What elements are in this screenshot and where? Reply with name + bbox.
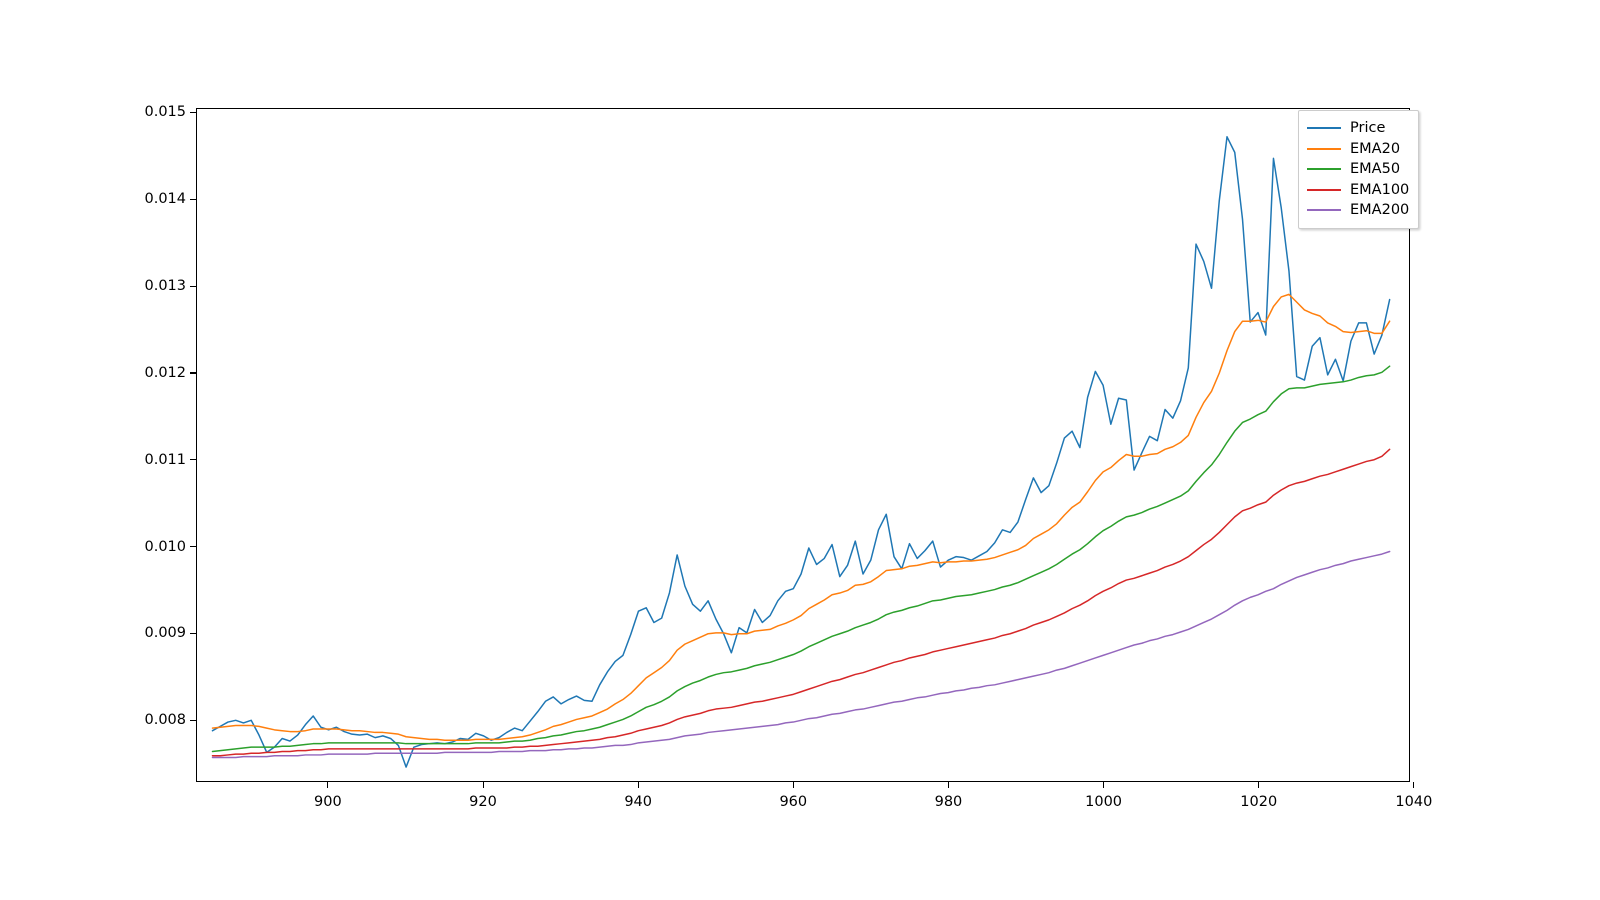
legend-label: Price <box>1350 120 1386 136</box>
x-tick-mark <box>1413 782 1415 788</box>
x-tick-label: 900 <box>314 794 342 810</box>
legend-color-swatch <box>1307 168 1341 171</box>
legend-entry[interactable]: EMA100 <box>1307 180 1409 201</box>
x-tick-label: 940 <box>624 794 652 810</box>
x-tick-label: 920 <box>469 794 497 810</box>
x-tick-label: 1000 <box>1085 794 1123 810</box>
x-tick-mark <box>1258 782 1260 788</box>
y-tick-label: 0.010 <box>144 538 186 555</box>
y-tick-label: 0.008 <box>144 712 186 729</box>
plot-area <box>196 108 1410 782</box>
series-line-ema100 <box>211 448 1391 757</box>
y-tick-label: 0.009 <box>144 625 186 642</box>
x-tick-mark <box>1103 782 1105 788</box>
legend-color-swatch <box>1307 188 1341 191</box>
legend-entry[interactable]: Price <box>1307 118 1409 139</box>
legend-color-swatch <box>1307 147 1341 150</box>
x-tick-label: 960 <box>779 794 808 810</box>
x-tick-mark <box>482 782 484 788</box>
legend-color-swatch <box>1307 209 1341 212</box>
legend-label: EMA200 <box>1350 202 1410 218</box>
legend-color-swatch <box>1307 127 1341 130</box>
y-tick-label: 0.014 <box>144 191 186 208</box>
series-line-ema20 <box>211 293 1391 741</box>
chart-lines <box>211 136 1391 768</box>
x-tick-label: 1020 <box>1240 794 1278 810</box>
legend-label: EMA50 <box>1350 161 1401 177</box>
legend-label: EMA100 <box>1350 181 1410 198</box>
series-line-price <box>211 136 1391 768</box>
x-tick-label: 980 <box>934 794 963 810</box>
y-tick-label: 0.013 <box>144 278 186 295</box>
y-tick-label: 0.011 <box>144 451 186 468</box>
chart-legend: Price EMA20 EMA50 EMA100 EMA200 <box>1298 110 1420 229</box>
legend-entry[interactable]: EMA20 <box>1307 139 1409 160</box>
y-tick-label: 0.015 <box>144 104 186 121</box>
x-tick-mark <box>637 782 639 788</box>
x-tick-mark <box>327 782 329 788</box>
x-tick-label: 1040 <box>1395 794 1433 810</box>
x-tick-mark <box>792 782 794 788</box>
legend-label: EMA20 <box>1350 140 1401 157</box>
y-tick-label: 0.012 <box>144 364 186 381</box>
series-line-ema50 <box>211 365 1391 753</box>
legend-entry[interactable]: EMA200 <box>1307 200 1409 221</box>
legend-entry[interactable]: EMA50 <box>1307 159 1409 180</box>
series-line-ema200 <box>211 550 1391 759</box>
x-tick-mark <box>947 782 950 788</box>
